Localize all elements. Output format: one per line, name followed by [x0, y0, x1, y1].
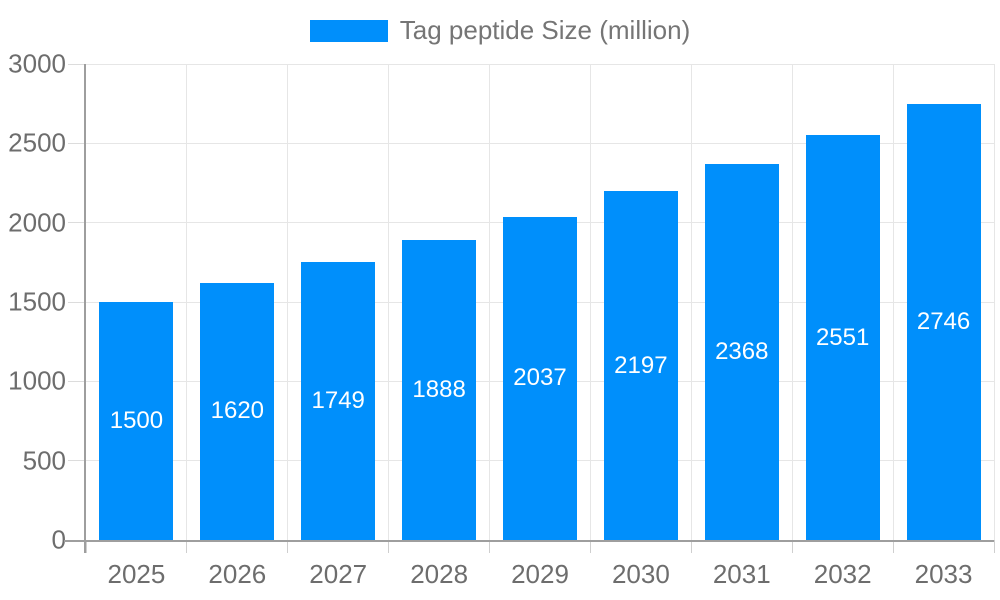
y-axis-tick — [68, 301, 86, 303]
gridline-vertical — [690, 64, 692, 540]
gridline-vertical — [791, 64, 793, 540]
bar-value-label: 2746 — [916, 308, 971, 336]
gridline-vertical — [993, 64, 995, 540]
y-axis-tick-label: 2500 — [8, 127, 66, 158]
y-axis-tick-label: 2000 — [8, 207, 66, 238]
bar-value-label: 2368 — [715, 338, 769, 366]
bar-2033[interactable]: 2746 — [906, 104, 981, 540]
x-axis-tick-label: 2031 — [712, 559, 771, 589]
x-axis-tick — [791, 540, 793, 553]
bar-2027[interactable]: 1749 — [301, 262, 376, 540]
bar-2030[interactable]: 2197 — [603, 191, 678, 540]
x-axis-tick-label: 2030 — [611, 559, 670, 589]
x-axis-tick — [690, 540, 692, 553]
x-axis-tick — [993, 540, 995, 553]
bar-value-label: 1749 — [311, 387, 365, 415]
y-axis-tick — [68, 460, 86, 462]
x-axis-tick-label: 2025 — [107, 559, 166, 589]
bar-2031[interactable]: 2368 — [704, 164, 779, 540]
bar-value-label: 2037 — [513, 364, 567, 392]
x-axis-tick — [489, 540, 491, 553]
gridline-vertical — [589, 64, 591, 540]
legend-swatch — [309, 19, 388, 42]
x-axis-tick — [892, 540, 894, 553]
bar-2029[interactable]: 2037 — [503, 216, 577, 540]
y-axis-tick-label: 1500 — [8, 286, 66, 317]
gridline-vertical — [388, 64, 390, 540]
y-axis-tick — [68, 380, 86, 382]
chart-legend: Tag peptide Size (million) — [0, 15, 1000, 46]
x-axis-tick — [85, 540, 87, 553]
gridline-vertical — [186, 64, 188, 540]
bar-value-label: 1620 — [210, 397, 265, 425]
y-axis-tick-label: 1000 — [8, 365, 66, 396]
x-axis-tick — [388, 540, 390, 553]
x-axis-tick-label: 2027 — [309, 559, 368, 589]
gridline-vertical — [892, 64, 894, 540]
bar-2025[interactable]: 1500 — [99, 302, 174, 540]
x-axis-tick-label: 2032 — [813, 559, 872, 589]
y-axis-tick-label: 0 — [51, 524, 66, 555]
x-axis-tick-label: 2026 — [208, 559, 267, 589]
y-axis-tick — [68, 222, 86, 224]
y-axis-tick-label: 500 — [22, 445, 66, 476]
gridline-vertical — [489, 64, 491, 540]
y-axis-line — [84, 64, 86, 553]
x-axis-line — [64, 540, 994, 542]
gridline-vertical — [287, 64, 289, 540]
x-axis-tick-label: 2033 — [914, 559, 973, 589]
bar-value-label: 2551 — [815, 323, 870, 351]
legend-item-tag-peptide-size[interactable]: Tag peptide Size (million) — [309, 15, 691, 46]
bar-value-label: 1500 — [109, 407, 164, 434]
x-axis-tick — [186, 540, 188, 553]
bar-2028[interactable]: 1888 — [402, 240, 477, 540]
x-axis-tick-label: 2028 — [410, 559, 469, 589]
bar-value-label: 1888 — [412, 376, 466, 404]
y-axis-tick — [68, 63, 86, 65]
y-axis-tick — [68, 142, 86, 144]
legend-label: Tag peptide Size (million) — [399, 15, 691, 45]
x-axis-tick-label: 2029 — [511, 559, 569, 589]
bar-value-label: 2197 — [614, 351, 668, 379]
x-axis-tick — [589, 540, 591, 553]
gridline-horizontal — [86, 63, 994, 65]
bar-2026[interactable]: 1620 — [200, 282, 275, 540]
x-axis-tick — [287, 540, 289, 553]
y-axis-tick-label: 3000 — [8, 48, 66, 79]
gridline-horizontal — [86, 142, 994, 144]
bar-2032[interactable]: 2551 — [805, 135, 880, 540]
